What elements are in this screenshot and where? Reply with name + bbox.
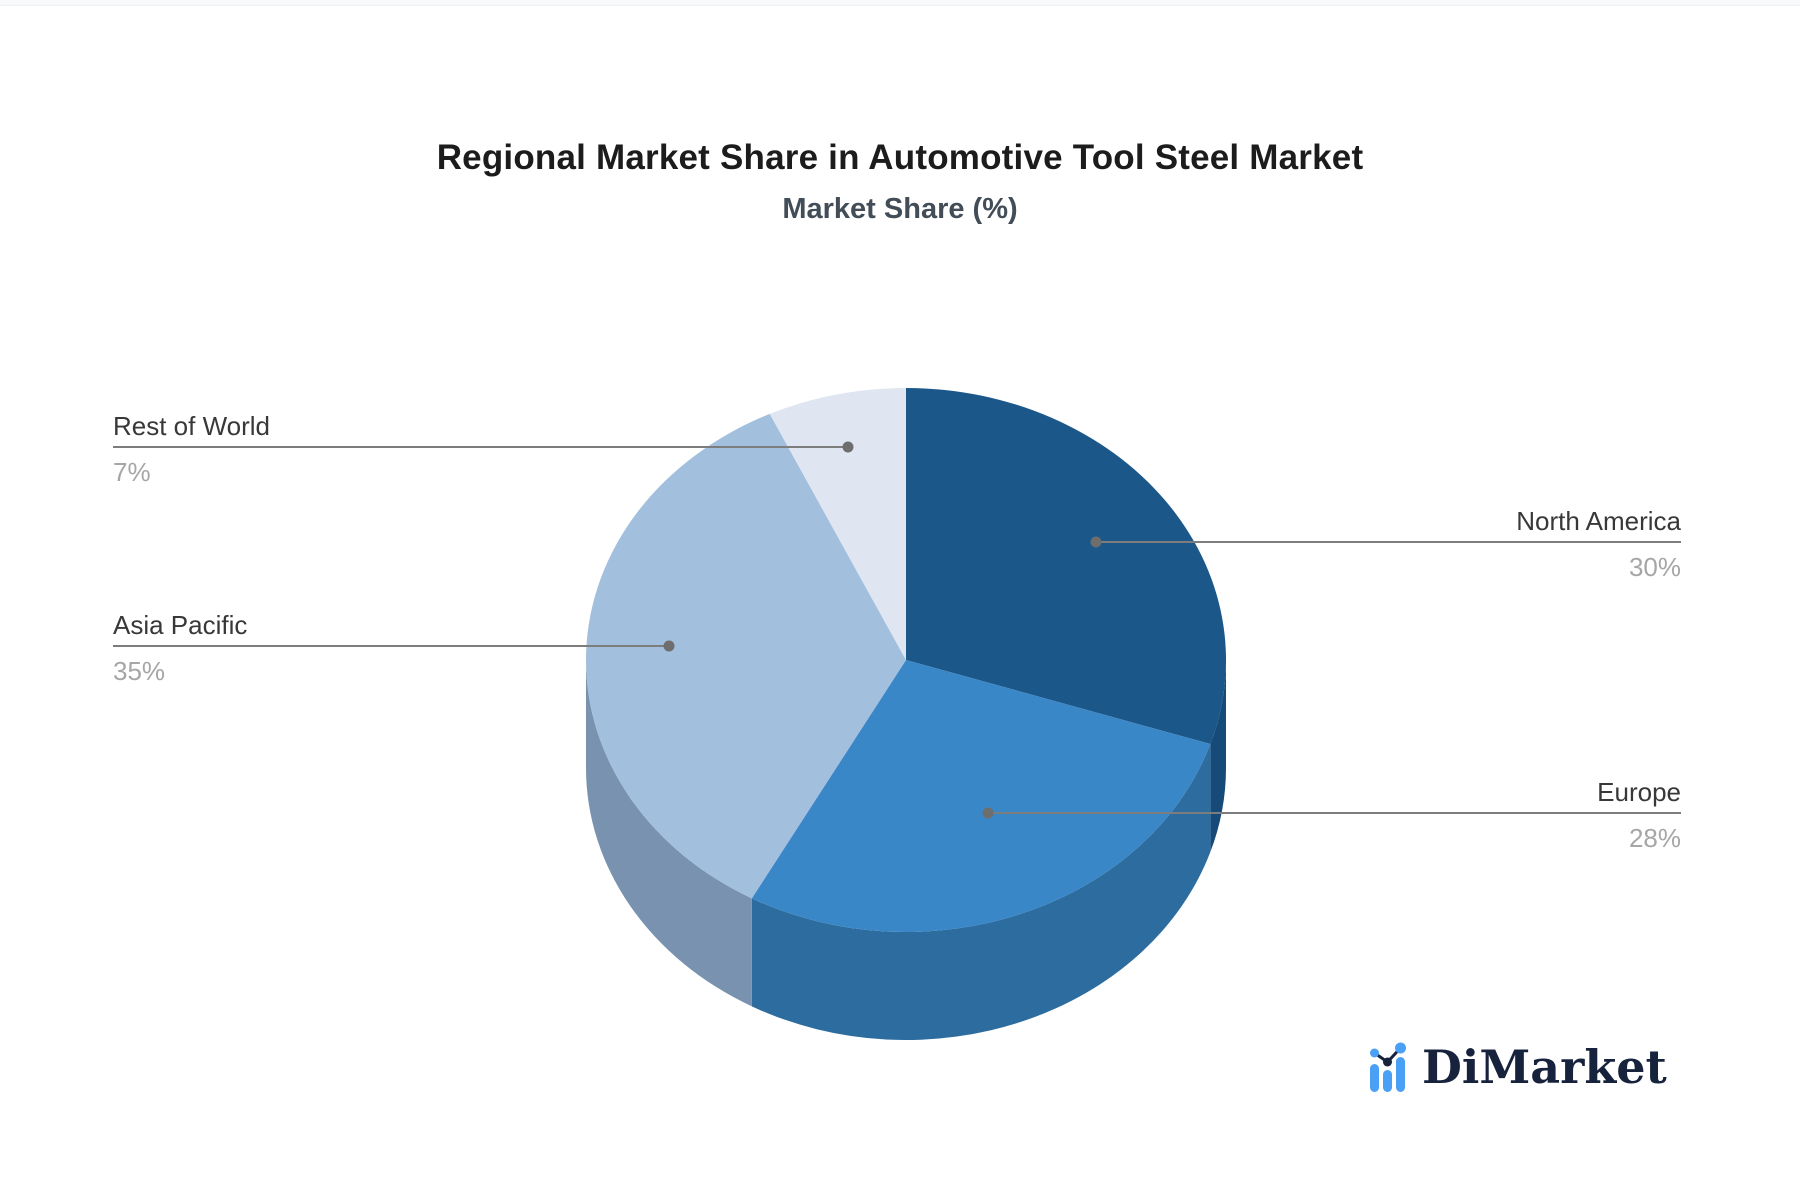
pie-slice-asia-pacific[interactable]: [586, 413, 906, 899]
slice-percent-north-america: 30%: [1628, 552, 1681, 582]
slice-percent-europe: 28%: [1628, 823, 1681, 853]
pie-side-europe: [751, 744, 1211, 1040]
logo-bar-2: [1383, 1070, 1392, 1092]
logo-dot-1: [1370, 1048, 1379, 1058]
slice-label-rest-of-world: Rest of World: [113, 411, 271, 441]
pie-side-asia-pacific: [586, 660, 752, 1007]
leader-dot-europe: [982, 807, 994, 819]
pie-slice-rest-of-world[interactable]: [769, 388, 906, 660]
leader-dot-north-america: [1090, 536, 1102, 548]
logo-bar-3: [1396, 1057, 1405, 1092]
pie-slice-europe[interactable]: [751, 660, 1211, 932]
chart-subtitle: Market Share (%): [782, 193, 1018, 225]
slice-label-europe: Europe: [1597, 777, 1681, 807]
pie-side-north-america: [1210, 660, 1226, 853]
logo-bar-1: [1370, 1064, 1379, 1092]
slice-label-north-america: North America: [1516, 506, 1681, 536]
chart-title: Regional Market Share in Automotive Tool…: [436, 138, 1364, 177]
leader-dot-asia-pacific: [663, 640, 675, 652]
slice-percent-asia-pacific: 35%: [113, 656, 166, 686]
logo-dot-2: [1383, 1057, 1392, 1067]
dimarket-logo-icon: [1370, 1042, 1406, 1092]
dimarket-logo: DiMarket: [1367, 1040, 1667, 1096]
leader-dot-rest-of-world: [842, 441, 854, 453]
slice-label-asia-pacific: Asia Pacific: [113, 610, 248, 640]
slice-percent-rest-of-world: 7%: [113, 457, 151, 487]
window-top-edge: [0, 0, 1800, 6]
dimarket-logo-text: DiMarket: [1422, 1040, 1667, 1094]
pie-slice-north-america[interactable]: [906, 388, 1226, 745]
logo-dot-3: [1395, 1042, 1406, 1054]
